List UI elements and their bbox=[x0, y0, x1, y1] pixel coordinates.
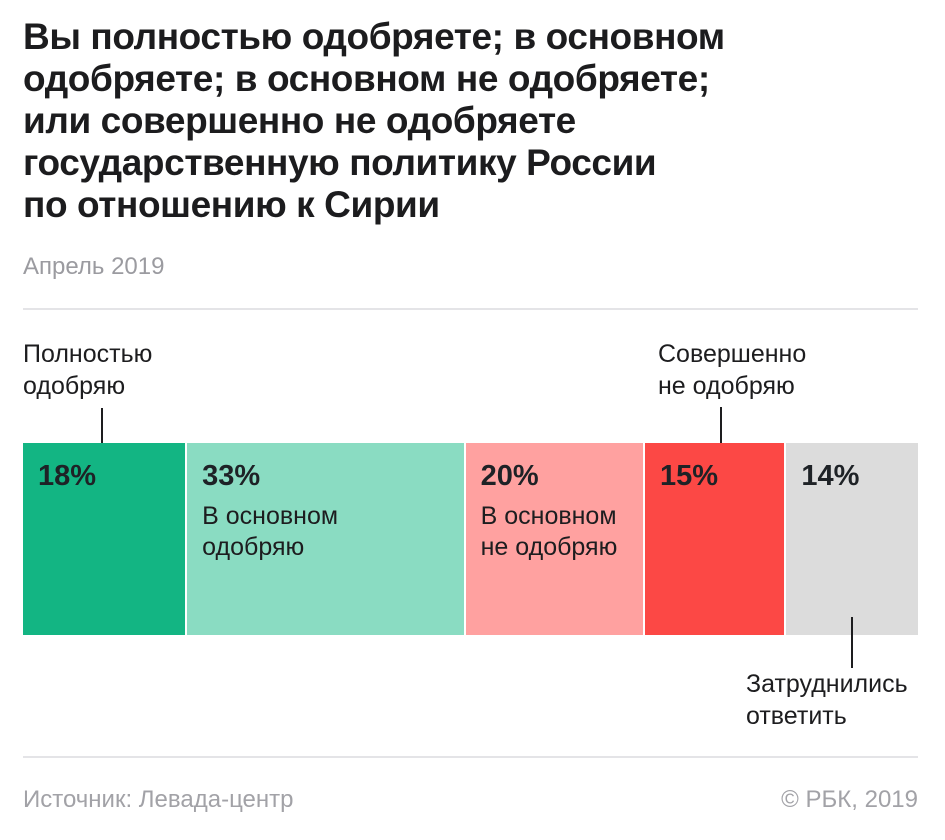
bar-segment-fully-disapprove: 15% bbox=[645, 443, 785, 635]
segment-value-undecided: 14% bbox=[801, 460, 860, 492]
bar-segment-mostly-approve: 33% В основном одобряю bbox=[187, 443, 464, 635]
chart-title: Вы полностью одобряете; в основном одобр… bbox=[23, 16, 725, 225]
connector-line-undecided bbox=[851, 617, 853, 668]
bar-segment-mostly-disapprove: 20% В основном не одобряю bbox=[465, 443, 644, 635]
bar-segment-undecided: 14% bbox=[786, 443, 918, 635]
annotation-fully-disapprove: Совершенно не одобряю bbox=[658, 340, 807, 400]
chart-subtitle: Апрель 2019 bbox=[23, 253, 165, 280]
stacked-bar: 18% 33% В основном одобряю 20% В основно… bbox=[23, 443, 918, 635]
segment-value-mostly-approve: 33% bbox=[202, 460, 261, 492]
segment-value-fully-disapprove: 15% bbox=[660, 460, 719, 492]
connector-line-fully-approve bbox=[101, 408, 103, 456]
top-divider bbox=[23, 308, 918, 310]
segment-label-mostly-disapprove: В основном не одобряю bbox=[480, 502, 618, 561]
segment-value-mostly-disapprove: 20% bbox=[480, 460, 539, 492]
bar-segment-fully-approve: 18% bbox=[23, 443, 186, 635]
annotation-fully-approve: Полностью одобряю bbox=[23, 340, 153, 400]
connector-line-fully-disapprove bbox=[720, 407, 722, 456]
annotation-undecided: Затруднились ответить bbox=[746, 670, 908, 730]
segment-label-mostly-approve: В основном одобряю bbox=[202, 502, 339, 561]
segment-value-fully-approve: 18% bbox=[38, 460, 97, 492]
bottom-divider bbox=[23, 756, 918, 758]
copyright-label: © РБК, 2019 bbox=[781, 786, 918, 813]
source-label: Источник: Левада-центр bbox=[23, 786, 294, 813]
